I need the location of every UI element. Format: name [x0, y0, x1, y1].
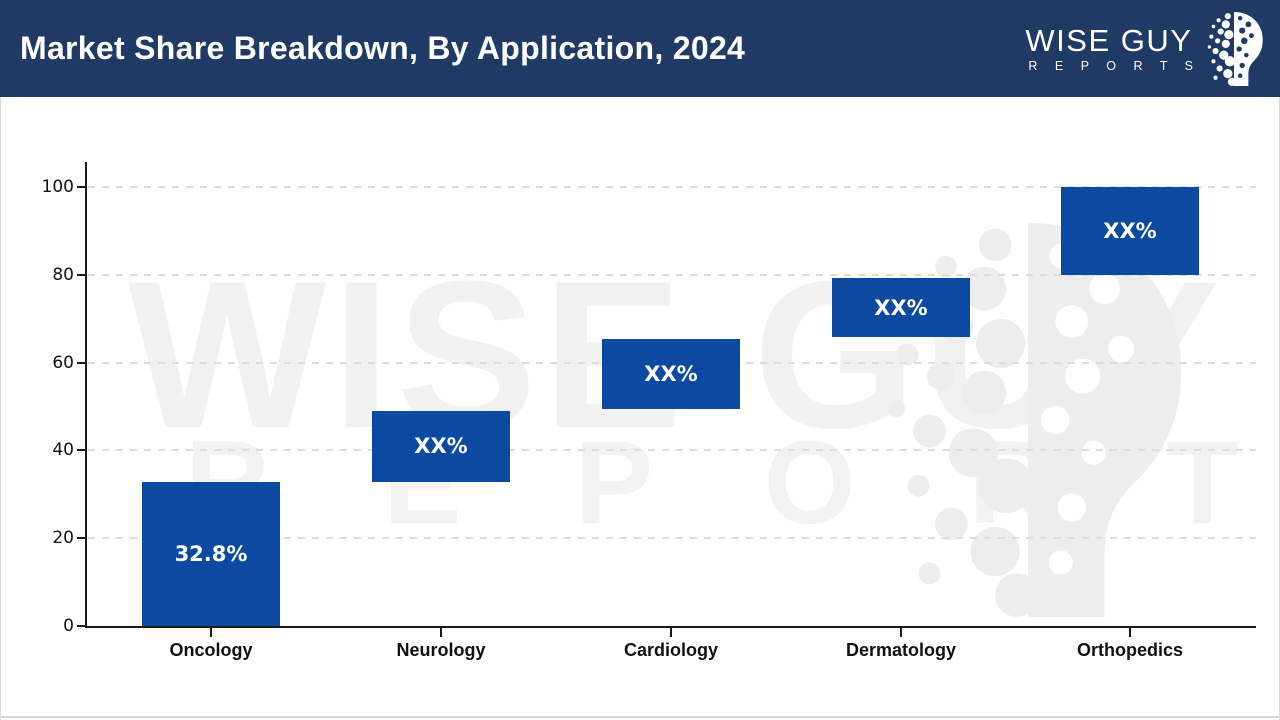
wiseguy-brand-name: WISE GUY	[1025, 22, 1193, 58]
y-tick-label-80: 80	[52, 264, 74, 285]
y-tick-80	[77, 273, 86, 276]
y-tick-40	[77, 449, 86, 452]
bar-value-label-cardiology: XX%	[644, 362, 698, 386]
gridline-80	[88, 273, 1256, 276]
page-title: Market Share Breakdown, By Application, …	[20, 30, 746, 66]
y-tick-label-100: 100	[41, 177, 74, 197]
bar-value-label-oncology: 32.8%	[174, 541, 248, 566]
frame-bottom-line	[0, 716, 1280, 718]
y-tick-label-0: 0	[63, 616, 74, 636]
wiseguy-brand-subtitle: R E P O R T S	[1028, 58, 1200, 73]
x-axis-label-dermatology: Dermatology	[845, 640, 957, 660]
y-axis-spine	[85, 162, 87, 628]
x-tick-cardiology	[670, 628, 672, 637]
y-tick-0	[77, 625, 86, 627]
x-axis-label-cardiology: Cardiology	[623, 640, 718, 660]
frame-left-edge	[0, 97, 1, 720]
x-tick-neurology	[440, 628, 442, 637]
gridline-40	[88, 449, 1256, 452]
y-tick-100	[77, 186, 86, 188]
x-axis-label-oncology: Oncology	[169, 640, 253, 660]
bar-cardiology: XX%	[602, 338, 740, 410]
x-tick-oncology	[210, 628, 212, 637]
bar-neurology: XX%	[372, 410, 510, 482]
wiseguy-head-logo-icon	[1207, 11, 1263, 86]
x-tick-dermatology	[900, 628, 902, 637]
watermark-reports-text: R E P O R T S	[185, 417, 1280, 549]
bar-value-label-orthopedics: XX%	[1103, 218, 1157, 243]
bar-value-label-neurology: XX%	[414, 434, 468, 459]
bar-value-label-dermatology: XX%	[874, 295, 928, 320]
x-axis-spine	[85, 626, 1256, 628]
x-tick-orthopedics	[1129, 628, 1131, 637]
bar-orthopedics: XX%	[1061, 187, 1199, 275]
header-bar: Market Share Breakdown, By Application, …	[0, 0, 1280, 97]
gridline-100	[88, 186, 1256, 188]
bar-dermatology: XX%	[832, 278, 970, 338]
wiseguy-logo: WISE GUY R E P O R T S	[1025, 10, 1266, 88]
y-tick-60	[77, 361, 86, 364]
y-tick-label-60: 60	[52, 352, 74, 373]
x-axis-label-orthopedics: Orthopedics	[1076, 640, 1183, 660]
wiseguy-logo-text: WISE GUY R E P O R T S	[1025, 25, 1200, 73]
bar-oncology: 32.8%	[142, 482, 280, 626]
y-tick-20	[77, 537, 86, 540]
y-tick-label-20: 20	[52, 528, 74, 549]
gridline-20	[88, 537, 1256, 540]
x-axis-label-neurology: Neurology	[396, 640, 486, 660]
y-tick-label-40: 40	[52, 440, 74, 461]
